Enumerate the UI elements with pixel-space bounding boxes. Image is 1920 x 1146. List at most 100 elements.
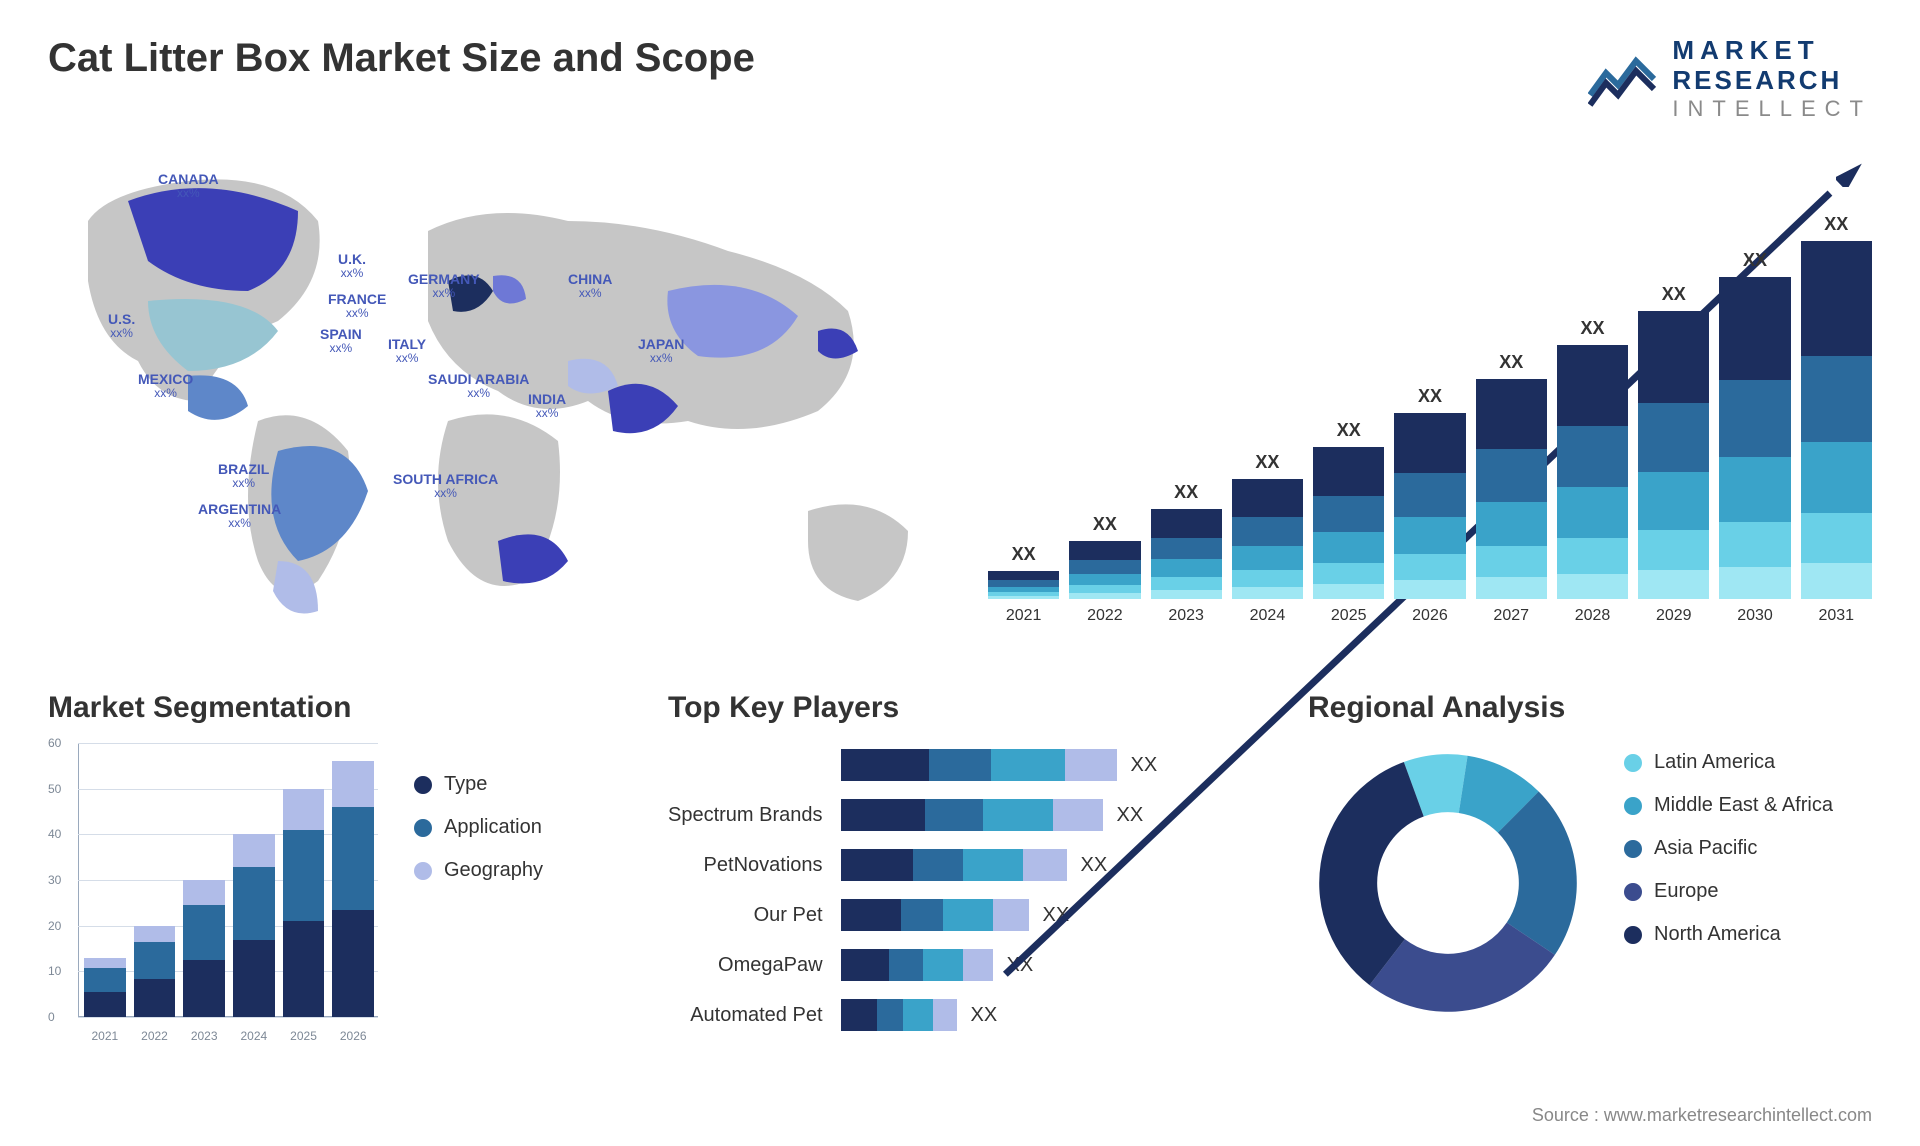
bar-segment bbox=[1638, 403, 1709, 472]
bar-segment bbox=[1313, 496, 1384, 532]
bar-top-label: XX bbox=[1662, 284, 1686, 305]
key-players-section: Top Key Players Spectrum BrandsPetNovati… bbox=[668, 691, 1268, 1043]
regional-donut-chart bbox=[1308, 743, 1588, 1023]
legend-label: Asia Pacific bbox=[1654, 837, 1757, 860]
bar-segment bbox=[1638, 311, 1709, 403]
key-players-bars: XXXXXXXXXXXX bbox=[841, 743, 1268, 1031]
legend-item: Asia Pacific bbox=[1624, 837, 1833, 860]
bar-segment bbox=[233, 834, 275, 867]
country-label: CANADAxx% bbox=[158, 171, 219, 201]
bar-segment bbox=[1638, 472, 1709, 530]
country-label: U.K.xx% bbox=[338, 251, 366, 281]
bar-segment bbox=[841, 799, 925, 831]
bar-segment bbox=[1069, 574, 1140, 586]
y-tick-label: 60 bbox=[48, 736, 61, 750]
main-bar-column: XX 2029 bbox=[1638, 284, 1709, 625]
bar-segment bbox=[283, 921, 325, 1017]
legend-label: Application bbox=[444, 816, 542, 839]
country-label: BRAZILxx% bbox=[218, 461, 269, 491]
bar-segment bbox=[183, 960, 225, 1018]
bar-segment bbox=[1394, 473, 1465, 518]
logo-text-1: MARKET bbox=[1672, 36, 1872, 66]
key-players-title: Top Key Players bbox=[668, 691, 1268, 725]
world-map-svg bbox=[48, 141, 948, 661]
bar-segment bbox=[1557, 426, 1628, 487]
legend-swatch-icon bbox=[1624, 883, 1642, 901]
bar-year-label: 2028 bbox=[1575, 607, 1611, 625]
bar-segment bbox=[933, 999, 957, 1031]
bar-segment bbox=[1476, 379, 1547, 449]
bar-segment bbox=[1476, 546, 1547, 577]
x-tick-label: 2022 bbox=[134, 1029, 176, 1043]
bar-segment bbox=[1069, 560, 1140, 574]
bar-segment bbox=[841, 999, 877, 1031]
country-label: SAUDI ARABIAxx% bbox=[428, 371, 529, 401]
player-value-label: XX bbox=[1043, 904, 1070, 927]
bar-segment bbox=[1394, 413, 1465, 473]
bar-segment bbox=[1638, 570, 1709, 599]
legend-swatch-icon bbox=[414, 776, 432, 794]
x-tick-label: 2024 bbox=[233, 1029, 275, 1043]
bar-segment bbox=[1069, 585, 1140, 593]
bar-year-label: 2029 bbox=[1656, 607, 1692, 625]
bar-segment bbox=[877, 999, 903, 1031]
country-label: JAPANxx% bbox=[638, 336, 684, 366]
bar-segment bbox=[991, 749, 1065, 781]
legend-item: Europe bbox=[1624, 880, 1833, 903]
bar-segment bbox=[1151, 590, 1222, 599]
legend-swatch-icon bbox=[1624, 840, 1642, 858]
player-label: OmegaPaw bbox=[668, 949, 823, 981]
bar-top-label: XX bbox=[1418, 386, 1442, 407]
main-bar-column: XX2021 bbox=[988, 544, 1059, 625]
bar-segment bbox=[963, 849, 1023, 881]
player-label: Automated Pet bbox=[668, 999, 823, 1031]
brand-logo: MARKET RESEARCH INTELLECT bbox=[1588, 36, 1872, 121]
bar-segment bbox=[84, 958, 126, 969]
main-bar-column: XX2030 bbox=[1719, 250, 1790, 625]
bar-segment bbox=[1151, 538, 1222, 560]
bar-segment bbox=[84, 992, 126, 1017]
player-label bbox=[668, 749, 823, 781]
bar-segment bbox=[943, 899, 993, 931]
gridline bbox=[78, 1017, 378, 1018]
bar-segment bbox=[988, 596, 1059, 599]
legend-swatch-icon bbox=[414, 819, 432, 837]
bar-segment bbox=[1313, 532, 1384, 562]
bar-segment bbox=[841, 749, 929, 781]
seg-bar-column bbox=[283, 789, 325, 1017]
page-title: Cat Litter Box Market Size and Scope bbox=[48, 36, 755, 81]
bar-segment bbox=[1801, 356, 1872, 442]
bar-segment bbox=[84, 968, 126, 992]
main-bar-column: XX2023 bbox=[1151, 482, 1222, 625]
main-bar-column: XX2027 bbox=[1476, 352, 1547, 625]
bar-segment bbox=[1719, 522, 1790, 567]
y-tick-label: 30 bbox=[48, 873, 61, 887]
seg-bar-column bbox=[183, 880, 225, 1017]
bar-segment bbox=[1069, 593, 1140, 599]
regional-legend: Latin AmericaMiddle East & AfricaAsia Pa… bbox=[1624, 743, 1833, 946]
player-value-label: XX bbox=[1117, 804, 1144, 827]
bar-segment bbox=[923, 949, 963, 981]
bar-top-label: XX bbox=[1337, 420, 1361, 441]
bar-segment bbox=[841, 849, 913, 881]
country-label: INDIAxx% bbox=[528, 391, 566, 421]
country-label: SPAINxx% bbox=[320, 326, 362, 356]
y-tick-label: 50 bbox=[48, 782, 61, 796]
bar-segment bbox=[903, 999, 933, 1031]
y-tick-label: 0 bbox=[48, 1010, 55, 1024]
bar-year-label: 2023 bbox=[1168, 607, 1204, 625]
sections-row: Market Segmentation 0102030405060 202120… bbox=[48, 691, 1872, 1043]
main-bar-column: XX2031 bbox=[1801, 214, 1872, 625]
bar-segment bbox=[1151, 577, 1222, 590]
bar-year-label: 2021 bbox=[1006, 607, 1042, 625]
bar-segment bbox=[134, 979, 176, 1017]
regional-title: Regional Analysis bbox=[1308, 691, 1872, 725]
bar-segment bbox=[1557, 574, 1628, 599]
main-bar-column: XX2024 bbox=[1232, 452, 1303, 625]
bar-segment bbox=[283, 789, 325, 830]
main-bar-chart: XX2021XX2022XX2023XX2024XX2025XX2026XX20… bbox=[988, 141, 1872, 661]
player-label: PetNovations bbox=[668, 849, 823, 881]
main-bar-column: XX2025 bbox=[1313, 420, 1384, 625]
top-row: CANADAxx%U.S.xx%MEXICOxx%BRAZILxx%ARGENT… bbox=[48, 141, 1872, 661]
bar-segment bbox=[1394, 517, 1465, 554]
